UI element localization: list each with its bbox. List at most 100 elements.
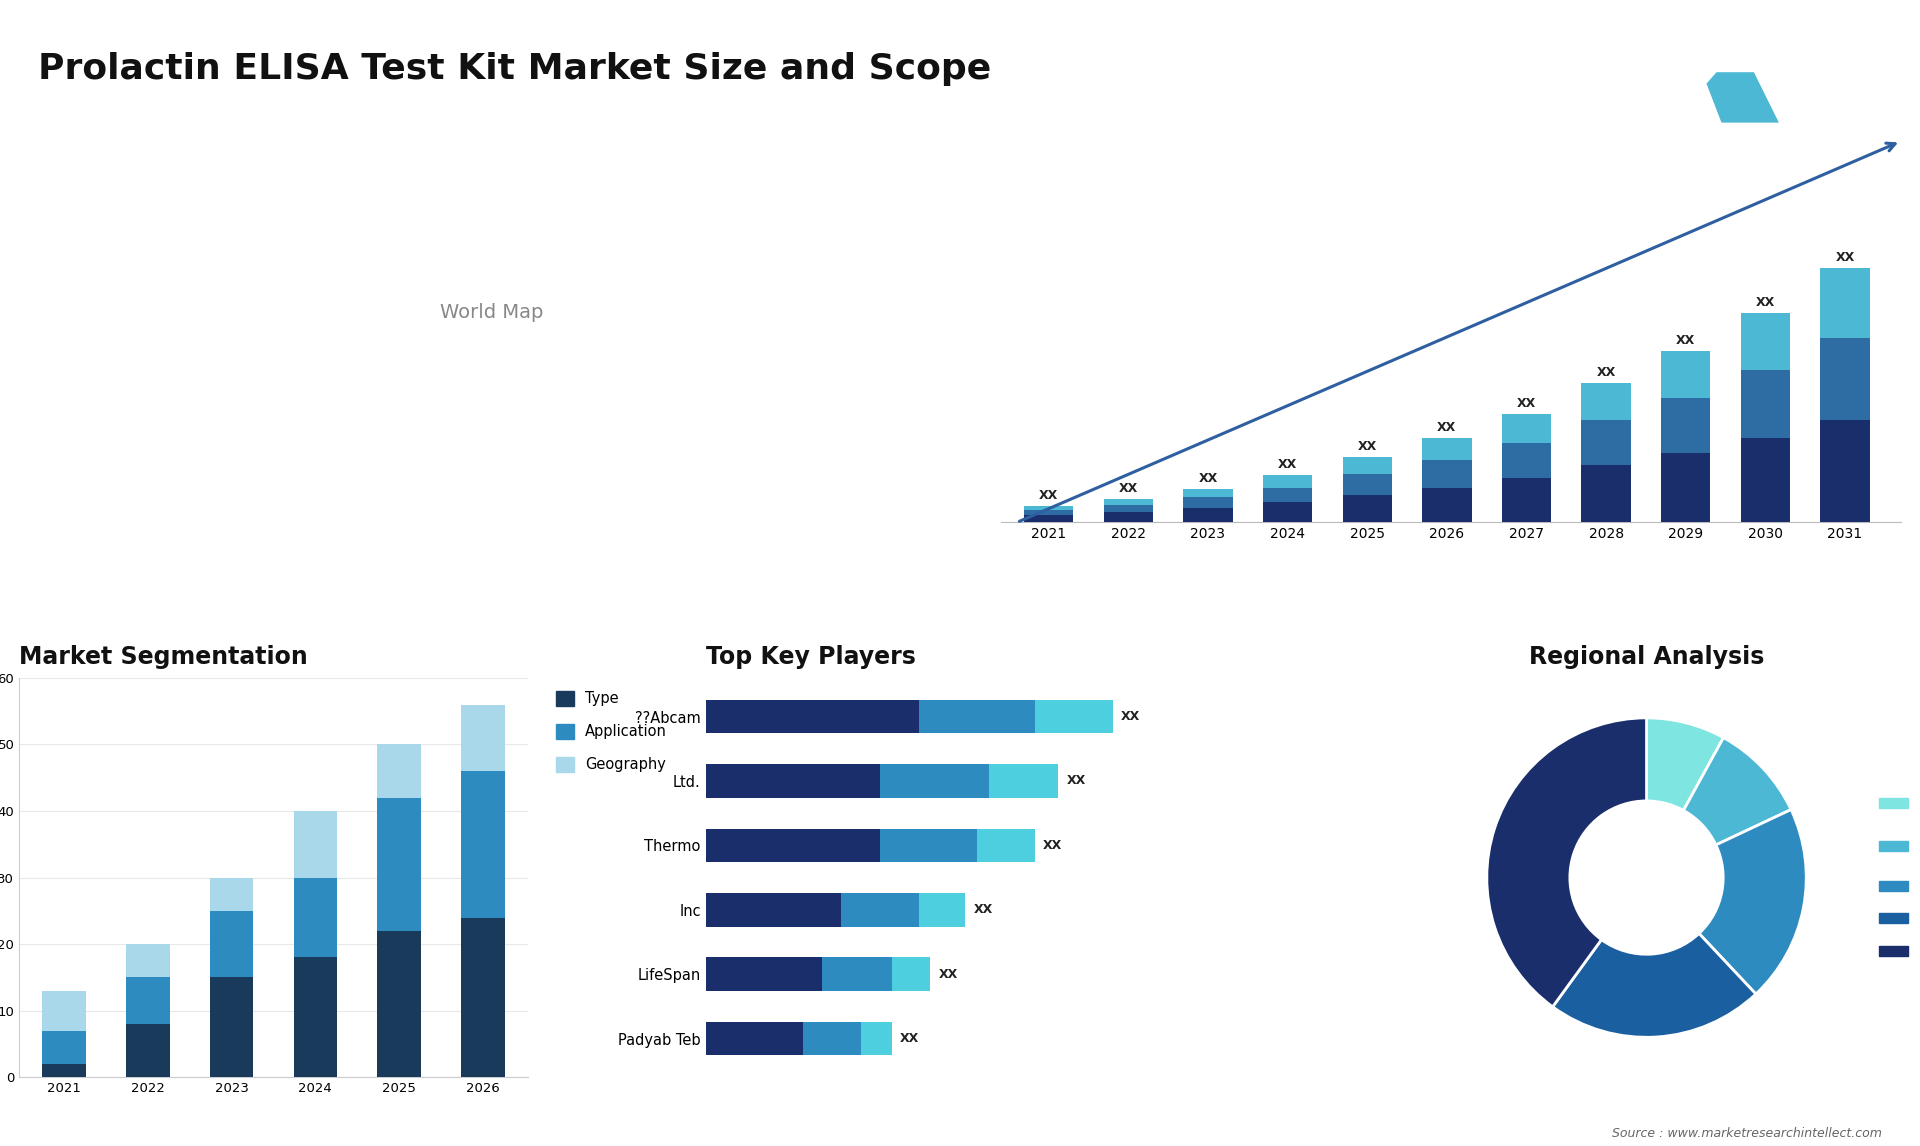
Text: MARKET: MARKET — [1797, 68, 1841, 77]
Text: XX: XX — [1755, 297, 1776, 309]
Bar — [1820, 338, 1870, 421]
Bar — [1661, 351, 1711, 398]
Bar — [1104, 505, 1154, 512]
Bar — [822, 957, 891, 991]
Bar — [1342, 474, 1392, 495]
Bar — [378, 931, 420, 1077]
Bar — [1342, 456, 1392, 474]
Bar — [1035, 700, 1112, 733]
Text: XX: XX — [1039, 489, 1058, 502]
Bar — [127, 978, 169, 1025]
Bar — [1661, 453, 1711, 523]
Bar — [1741, 370, 1789, 438]
Bar — [1820, 421, 1870, 523]
Bar — [707, 957, 822, 991]
Bar — [42, 1063, 86, 1077]
Text: XX: XX — [1676, 333, 1695, 347]
Bar — [1741, 438, 1789, 523]
Bar — [1582, 421, 1630, 465]
Bar — [294, 811, 338, 878]
Text: Source : www.marketresearchintellect.com: Source : www.marketresearchintellect.com — [1611, 1128, 1882, 1140]
Text: World Map: World Map — [440, 304, 543, 322]
Bar — [707, 1022, 803, 1055]
Bar — [1820, 268, 1870, 338]
Bar — [920, 700, 1035, 733]
Bar — [42, 1030, 86, 1063]
Bar — [294, 957, 338, 1077]
Bar — [707, 700, 920, 733]
Polygon shape — [1707, 72, 1778, 123]
Text: XX: XX — [1438, 421, 1457, 434]
Bar — [1501, 414, 1551, 442]
Bar — [920, 893, 966, 926]
Bar — [1501, 442, 1551, 478]
Legend: Latin America, Middle East &
Africa, Asia Pacific, Europe, North America: Latin America, Middle East & Africa, Asi… — [1874, 791, 1920, 965]
Bar — [1423, 461, 1471, 487]
Text: Prolactin ELISA Test Kit Market Size and Scope: Prolactin ELISA Test Kit Market Size and… — [38, 52, 991, 86]
Text: XX: XX — [1043, 839, 1062, 851]
Polygon shape — [1649, 72, 1722, 123]
Legend: Type, Application, Geography: Type, Application, Geography — [551, 685, 674, 778]
Bar — [1263, 502, 1311, 523]
Bar — [1582, 383, 1630, 421]
Bar — [891, 957, 931, 991]
Text: XX: XX — [1066, 775, 1085, 787]
Bar — [209, 978, 253, 1077]
Bar — [1023, 515, 1073, 523]
Bar — [879, 764, 989, 798]
Bar — [879, 829, 977, 862]
Bar — [209, 878, 253, 911]
Text: XX: XX — [1119, 482, 1139, 495]
Bar — [378, 798, 420, 931]
Text: XX: XX — [1597, 366, 1617, 379]
Text: XX: XX — [1279, 458, 1298, 471]
Bar — [1023, 507, 1073, 510]
Bar — [1183, 497, 1233, 509]
Circle shape — [1571, 801, 1722, 955]
Text: XX: XX — [1198, 472, 1217, 485]
Bar — [1104, 499, 1154, 505]
Text: XX: XX — [1121, 711, 1140, 723]
Bar — [1741, 313, 1789, 370]
Bar — [803, 1022, 860, 1055]
Bar — [1501, 478, 1551, 523]
Bar — [1183, 509, 1233, 523]
Bar — [378, 745, 420, 798]
Text: XX: XX — [1836, 251, 1855, 265]
Wedge shape — [1699, 809, 1807, 994]
Bar — [1423, 438, 1471, 461]
Bar — [1582, 465, 1630, 523]
Text: Market Segmentation: Market Segmentation — [19, 645, 307, 669]
Text: XX: XX — [1357, 440, 1377, 453]
Wedge shape — [1486, 717, 1647, 1007]
Text: XX: XX — [939, 967, 958, 981]
Bar — [42, 991, 86, 1030]
Wedge shape — [1684, 738, 1791, 845]
Bar — [841, 893, 920, 926]
Bar — [707, 893, 841, 926]
Bar — [209, 911, 253, 978]
Text: XX: XX — [900, 1033, 920, 1045]
Bar — [294, 878, 338, 957]
Bar — [1023, 510, 1073, 515]
Bar — [1263, 476, 1311, 487]
Text: Top Key Players: Top Key Players — [707, 645, 916, 669]
Bar — [989, 764, 1058, 798]
Bar — [461, 918, 505, 1077]
Bar — [860, 1022, 891, 1055]
Bar — [707, 764, 879, 798]
Bar — [1263, 487, 1311, 502]
Bar — [1183, 488, 1233, 497]
Bar — [461, 771, 505, 918]
Bar — [127, 944, 169, 978]
Bar — [1661, 398, 1711, 453]
Bar — [127, 1025, 169, 1077]
Text: RESEARCH: RESEARCH — [1797, 87, 1855, 96]
Text: XX: XX — [1517, 397, 1536, 410]
Wedge shape — [1553, 934, 1757, 1037]
Bar — [977, 829, 1035, 862]
Text: INTELLECT: INTELLECT — [1797, 107, 1855, 116]
Bar — [1342, 495, 1392, 523]
Title: Regional Analysis: Regional Analysis — [1528, 645, 1764, 669]
Wedge shape — [1647, 717, 1724, 810]
